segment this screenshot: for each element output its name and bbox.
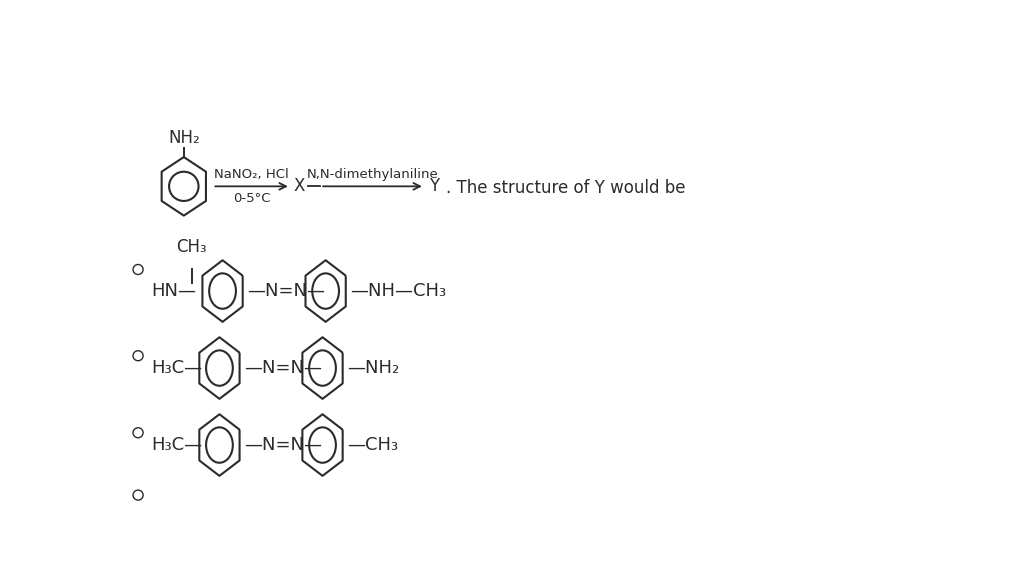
- Text: NaNO₂, HCl: NaNO₂, HCl: [214, 168, 289, 181]
- Text: —CH₃: —CH₃: [347, 436, 398, 454]
- Text: NH₂: NH₂: [168, 129, 200, 147]
- Text: N,N-dimethylaniline: N,N-dimethylaniline: [306, 168, 438, 181]
- Text: X: X: [294, 178, 305, 195]
- Text: —N=N—: —N=N—: [245, 436, 323, 454]
- Text: —NH—CH₃: —NH—CH₃: [350, 282, 446, 300]
- Text: HN—: HN—: [152, 282, 197, 300]
- Text: Y: Y: [429, 178, 439, 195]
- Text: —NH₂: —NH₂: [347, 359, 399, 377]
- Text: H₃C—: H₃C—: [152, 359, 203, 377]
- Text: —N=N—: —N=N—: [245, 359, 323, 377]
- Text: . The structure of Y would be: . The structure of Y would be: [445, 179, 685, 197]
- Text: 0-5°C: 0-5°C: [232, 192, 270, 205]
- Text: H₃C—: H₃C—: [152, 436, 203, 454]
- Text: —N=N—: —N=N—: [248, 282, 326, 300]
- Text: CH₃: CH₃: [176, 238, 207, 256]
